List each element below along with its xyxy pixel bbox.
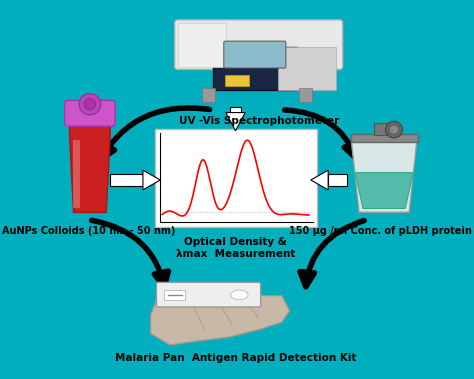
- Bar: [155, 129, 317, 227]
- Text: Optical Density &: Optical Density &: [184, 237, 287, 247]
- Circle shape: [385, 121, 402, 138]
- Polygon shape: [151, 296, 290, 345]
- Polygon shape: [355, 173, 413, 208]
- Text: λmax  Measurement: λmax Measurement: [176, 249, 295, 259]
- Polygon shape: [226, 113, 245, 131]
- Bar: [213, 47, 297, 91]
- FancyBboxPatch shape: [174, 20, 343, 70]
- Bar: [73, 140, 80, 208]
- Bar: [110, 174, 145, 186]
- Bar: [328, 174, 347, 186]
- Polygon shape: [311, 170, 328, 190]
- FancyBboxPatch shape: [224, 41, 286, 68]
- Polygon shape: [143, 170, 160, 190]
- Polygon shape: [70, 121, 110, 212]
- Circle shape: [389, 125, 399, 134]
- Bar: [374, 123, 392, 135]
- Text: Malaria Pan  Antigen Rapid Detection Kit: Malaria Pan Antigen Rapid Detection Kit: [115, 353, 356, 363]
- Bar: [278, 47, 337, 91]
- Text: AuNPs Colloids (10 nm - 50 nm): AuNPs Colloids (10 nm - 50 nm): [2, 226, 175, 235]
- Bar: [178, 23, 226, 67]
- Bar: [351, 134, 418, 142]
- Bar: [299, 88, 312, 102]
- Text: 150 μg /ml Conc. of pLDH protein: 150 μg /ml Conc. of pLDH protein: [289, 226, 472, 235]
- Polygon shape: [351, 140, 417, 212]
- Circle shape: [84, 99, 96, 110]
- Text: UV -Vis Spectrophotometer: UV -Vis Spectrophotometer: [179, 116, 339, 125]
- Bar: [230, 107, 241, 114]
- Bar: [225, 75, 249, 86]
- Ellipse shape: [231, 290, 248, 299]
- FancyBboxPatch shape: [156, 282, 261, 307]
- Bar: [202, 88, 215, 102]
- Bar: [164, 290, 185, 300]
- Circle shape: [79, 94, 100, 115]
- FancyBboxPatch shape: [64, 100, 115, 126]
